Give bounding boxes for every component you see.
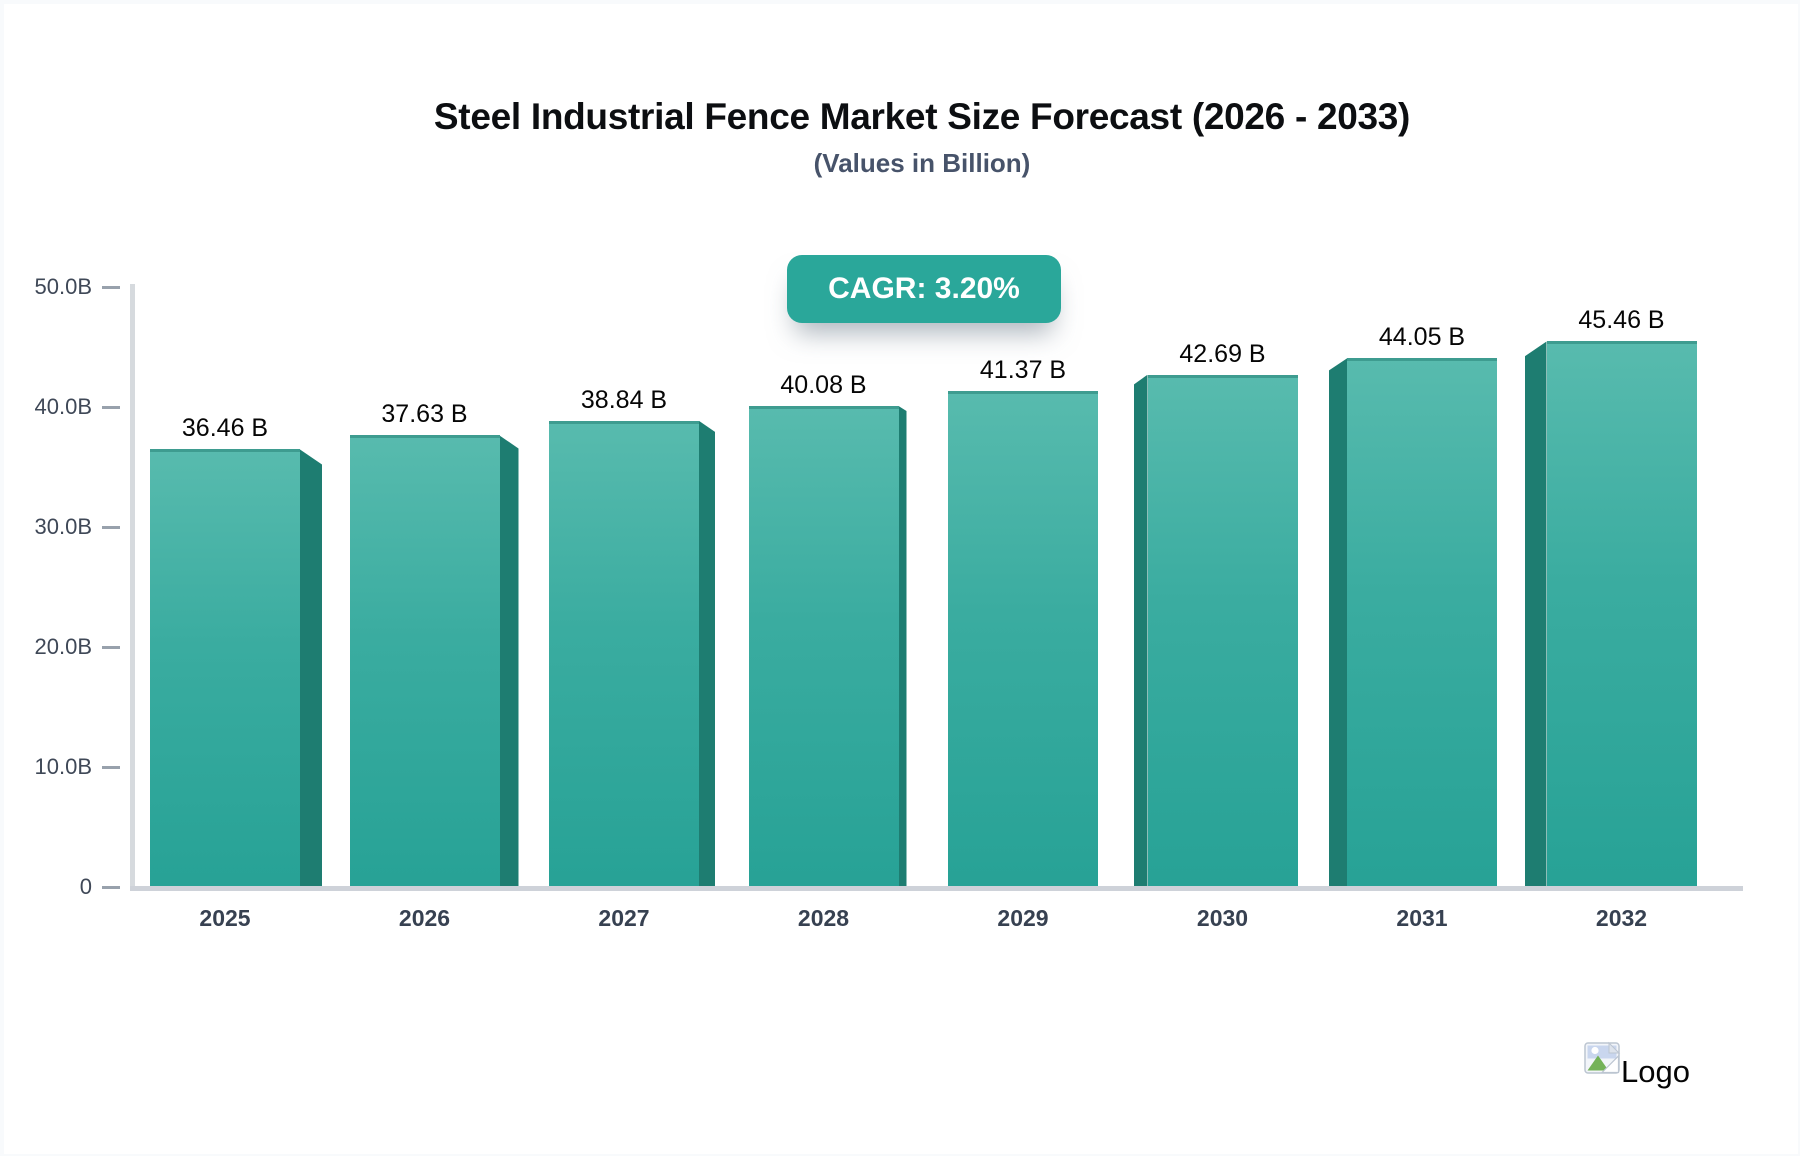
bar-2031 [1347, 358, 1497, 886]
cagr-badge: CAGR: 3.20% [787, 255, 1061, 323]
bar-2027 [549, 420, 699, 886]
y-axis-line [130, 284, 135, 891]
y-axis-tick [102, 526, 120, 529]
y-axis-tick [102, 406, 120, 409]
broken-image-icon [1584, 1041, 1621, 1074]
bar-2030 [1147, 374, 1298, 886]
bar-value-label: 42.69 B [1179, 339, 1266, 368]
y-axis-label: 10.0B [34, 754, 93, 779]
bar-2028 [748, 406, 899, 886]
x-axis-label: 2025 [199, 905, 251, 931]
bar-value-label: 36.46 B [181, 414, 269, 443]
x-axis-label: 2026 [398, 905, 451, 931]
bar-value-label: 45.46 B [1578, 306, 1665, 335]
x-axis-label: 2027 [598, 905, 650, 931]
y-axis-label: 30.0B [34, 514, 93, 539]
y-axis-tick [102, 286, 120, 289]
x-axis-line [130, 886, 1743, 891]
bar-side-face [1524, 341, 1547, 886]
bar-side-face [898, 406, 907, 886]
y-axis-label: 40.0B [34, 394, 93, 419]
x-axis-label: 2028 [797, 905, 850, 931]
bar-value-label: 44.05 B [1378, 323, 1466, 352]
logo-alt-text: Logo [1621, 1054, 1690, 1089]
bar-side-face [499, 435, 519, 886]
y-axis-tick [102, 766, 120, 769]
y-axis-label: 20.0B [34, 634, 93, 659]
bar-side-face [699, 420, 715, 886]
y-axis-tick [102, 886, 120, 889]
bar-value-label: 40.08 B [780, 371, 867, 400]
bar-2029 [948, 390, 1098, 886]
bar-value-label: 37.63 B [381, 400, 468, 429]
bar-2032 [1546, 341, 1697, 886]
bar-2025 [150, 449, 300, 886]
y-axis-label: 50.0B [34, 274, 93, 299]
chart-title: Steel Industrial Fence Market Size Forec… [433, 96, 1411, 137]
bar-side-face [300, 449, 322, 886]
chart-subtitle: (Values in Billion) [813, 148, 1031, 178]
bar-side-face [1133, 374, 1148, 886]
x-axis-label: 2031 [1396, 905, 1448, 931]
y-axis-tick [102, 646, 120, 649]
y-axis-label: 0 [79, 874, 92, 899]
bar-value-label: 38.84 B [580, 385, 668, 414]
x-axis-label: 2029 [997, 905, 1049, 931]
x-axis-label: 2030 [1196, 905, 1249, 931]
bar-2026 [349, 435, 500, 886]
bar-side-face [1329, 358, 1347, 886]
bar-value-label: 41.37 B [979, 355, 1067, 384]
x-axis-label: 2032 [1595, 905, 1648, 931]
